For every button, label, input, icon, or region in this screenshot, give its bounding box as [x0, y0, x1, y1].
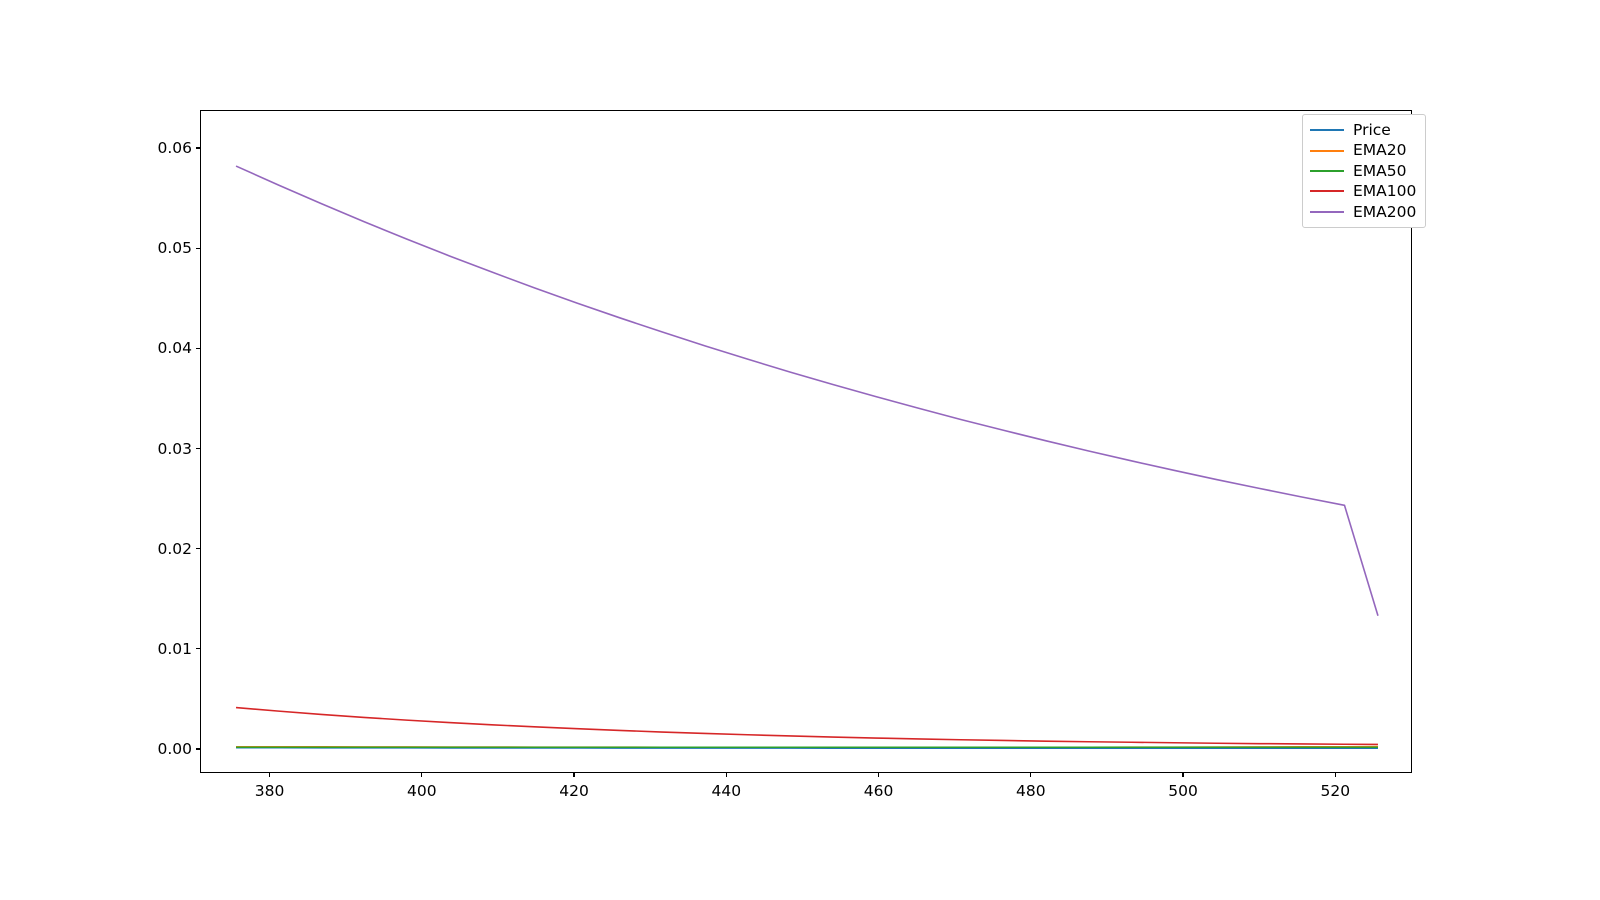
legend-swatch-ema100: [1310, 190, 1344, 193]
y-tick-mark: [196, 748, 201, 750]
y-tick-label: 0.06: [157, 139, 192, 158]
x-tick-mark: [1334, 772, 1336, 777]
y-tick-label: 0.02: [157, 539, 192, 558]
x-tick-mark: [725, 772, 727, 777]
legend-item-ema200[interactable]: EMA200: [1310, 202, 1416, 222]
x-tick-mark: [573, 772, 575, 777]
legend-swatch-ema200: [1310, 210, 1344, 213]
legend-swatch-price: [1310, 129, 1344, 132]
y-tick-label: 0.01: [157, 639, 192, 658]
x-tick-label: 480: [1016, 782, 1046, 800]
y-tick-mark: [196, 347, 201, 349]
line-ema100: [235, 706, 1378, 746]
x-tick-mark: [268, 772, 271, 777]
x-tick-mark: [1182, 772, 1184, 777]
x-tick-mark: [421, 772, 423, 777]
legend-swatch-ema50: [1310, 169, 1344, 172]
x-tick-label: 500: [1168, 782, 1198, 800]
y-tick-label: 0.00: [157, 739, 192, 758]
legend-label-ema200: EMA200: [1353, 202, 1417, 221]
legend-label-price: Price: [1353, 121, 1391, 139]
line-ema200: [235, 165, 1379, 616]
x-tick-label: 420: [559, 782, 589, 800]
x-tick-label: 380: [254, 782, 285, 800]
legend-item-ema50[interactable]: EMA50: [1310, 161, 1416, 181]
legend-item-ema100[interactable]: EMA100: [1310, 181, 1416, 201]
legend-label-ema100: EMA100: [1353, 182, 1417, 201]
x-tick-label: 440: [711, 782, 742, 800]
y-tick-label: 0.05: [157, 239, 192, 258]
series-lines: [235, 165, 1379, 749]
legend-item-price[interactable]: Price: [1310, 120, 1416, 140]
legend-label-ema50: EMA50: [1353, 161, 1407, 180]
y-tick-mark: [196, 147, 201, 149]
x-tick-label: 400: [406, 782, 437, 800]
x-tick-label: 520: [1320, 782, 1351, 800]
x-tick-mark: [877, 772, 880, 777]
y-tick-mark: [196, 447, 201, 450]
x-tick-label: 460: [863, 782, 894, 800]
legend-label-ema20: EMA20: [1353, 141, 1407, 160]
legend[interactable]: Price EMA20 EMA50 EMA100 EMA200: [1302, 114, 1427, 228]
y-tick-mark: [196, 548, 201, 550]
x-tick-mark: [1030, 772, 1032, 777]
legend-swatch-ema20: [1310, 149, 1344, 152]
y-tick-label: 0.04: [157, 339, 192, 358]
legend-item-ema20[interactable]: EMA20: [1310, 140, 1416, 160]
plot-area: 0.00 0.01 0.02 0.03 0.04 0.05 0.06 380 400 420 44…: [157, 110, 1427, 800]
y-tick-mark: [196, 648, 201, 650]
y-tick-label: 0.03: [157, 439, 192, 458]
y-tick-mark: [196, 247, 201, 249]
